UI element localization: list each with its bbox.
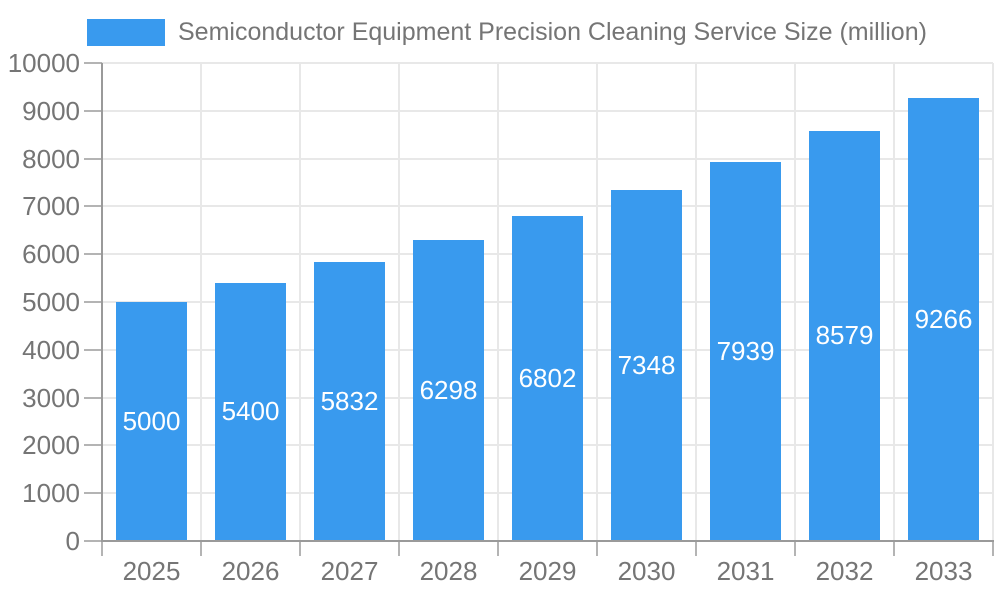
y-axis-tick — [84, 540, 102, 542]
legend: Semiconductor Equipment Precision Cleani… — [87, 18, 927, 47]
y-axis-line — [101, 63, 103, 541]
v-gridline — [794, 63, 796, 541]
x-axis-tick — [893, 541, 895, 556]
x-axis-tick-label: 2030 — [617, 556, 676, 586]
x-axis-tick-label: 2029 — [518, 556, 577, 586]
y-axis-tick — [84, 157, 102, 160]
x-axis-tick-label: 2027 — [320, 556, 379, 586]
y-axis-tick-label: 2000 — [22, 430, 80, 461]
y-axis-tick — [84, 301, 102, 303]
x-axis-tick-label: 2028 — [419, 556, 478, 586]
y-axis-tick-label: 4000 — [22, 334, 80, 365]
x-axis-tick-label: 2033 — [914, 556, 973, 586]
y-axis-tick-label: 0 — [65, 526, 80, 556]
h-gridline — [102, 62, 993, 64]
y-axis-tick — [84, 205, 102, 208]
x-axis-tick-label: 2026 — [221, 556, 280, 586]
y-axis-tick-label: 5000 — [22, 287, 80, 317]
legend-swatch-icon — [87, 19, 165, 46]
bar-value-label: 8579 — [815, 320, 874, 351]
x-axis-tick — [596, 541, 598, 556]
bar-value-label: 5832 — [320, 386, 379, 417]
v-gridline — [299, 63, 301, 541]
bar-value-label: 5400 — [221, 396, 280, 427]
v-gridline — [596, 63, 598, 541]
bar-value-label: 7939 — [716, 335, 775, 366]
v-gridline — [695, 63, 697, 541]
bar: 9266 — [908, 98, 979, 541]
x-axis-line — [101, 540, 994, 542]
y-axis-tick — [84, 253, 102, 256]
y-axis-tick-label: 8000 — [22, 143, 80, 174]
bar: 6802 — [512, 215, 583, 541]
x-axis-tick — [398, 541, 400, 556]
y-axis-tick-label: 3000 — [22, 382, 80, 413]
legend-item[interactable]: Semiconductor Equipment Precision Cleani… — [87, 18, 927, 47]
y-axis-tick-label: 10000 — [7, 48, 80, 78]
legend-label: Semiconductor Equipment Precision Cleani… — [178, 18, 927, 46]
y-axis-tick — [84, 109, 102, 112]
bar: 5400 — [215, 282, 286, 541]
h-gridline — [102, 205, 993, 208]
bar-value-label: 5000 — [122, 406, 181, 436]
bar-value-label: 9266 — [914, 304, 973, 335]
x-axis-tick-label: 2032 — [815, 556, 874, 586]
v-gridline — [398, 63, 400, 541]
y-axis-tick-label: 6000 — [22, 239, 80, 270]
v-gridline — [497, 63, 499, 541]
h-gridline — [102, 157, 993, 160]
bar-value-label: 6298 — [419, 374, 478, 405]
bar: 8579 — [809, 130, 880, 541]
x-axis-tick — [695, 541, 697, 556]
bar-value-label: 7348 — [617, 349, 676, 380]
x-axis-tick — [497, 541, 499, 556]
x-axis-tick — [200, 541, 202, 556]
y-axis-tick — [84, 62, 102, 64]
v-gridline — [893, 63, 895, 541]
x-axis-tick — [299, 541, 301, 556]
bar: 7939 — [710, 161, 781, 541]
bar-value-label: 6802 — [518, 362, 577, 393]
y-axis-tick — [84, 396, 102, 399]
y-axis-tick-label: 7000 — [22, 191, 80, 222]
y-axis-tick — [84, 444, 102, 447]
y-axis-tick — [84, 492, 102, 495]
x-axis-tick — [794, 541, 796, 556]
x-axis-tick-label: 2031 — [716, 556, 775, 586]
v-gridline — [992, 63, 994, 541]
y-axis-tick-label: 9000 — [22, 95, 80, 126]
x-axis-tick — [992, 541, 994, 556]
bar: 7348 — [611, 189, 682, 541]
h-gridline — [102, 109, 993, 112]
bar: 5000 — [116, 302, 187, 541]
bar: 5832 — [314, 262, 385, 541]
v-gridline — [200, 63, 202, 541]
x-axis-tick — [101, 541, 103, 556]
y-axis-tick — [84, 348, 102, 351]
x-axis-tick-label: 2025 — [122, 556, 181, 586]
bar: 6298 — [413, 239, 484, 541]
y-axis-tick-label: 1000 — [22, 478, 80, 509]
